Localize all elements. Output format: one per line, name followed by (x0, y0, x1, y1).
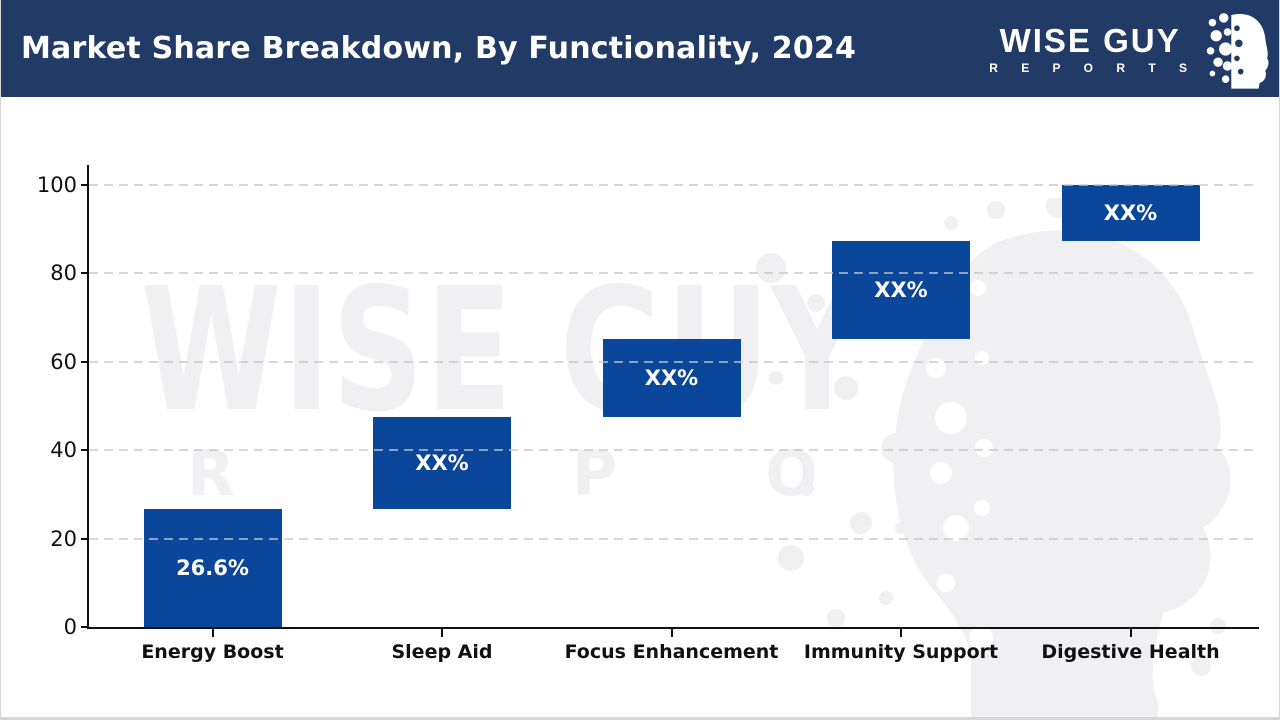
y-tick (81, 183, 89, 186)
bar-digestive-health: XX% (1061, 184, 1200, 242)
bar-value-label: XX% (874, 278, 928, 303)
header: Market Share Breakdown, By Functionality… (1, 0, 1279, 97)
x-axis-spine (87, 627, 1259, 629)
brand-face-icon (1206, 13, 1269, 89)
bar-energy-boost: 26.6% (143, 509, 282, 627)
watermark-wordmark: WISE GUY (141, 252, 865, 450)
y-tick-label: 60 (50, 349, 77, 374)
brand-logo: WISE GUY R E P O R T S (983, 8, 1269, 90)
bar-immunity-support: XX% (832, 241, 970, 339)
y-tick-label: 0 (63, 615, 77, 639)
y-tick (81, 449, 89, 451)
x-tick (211, 629, 214, 637)
chart-title: Market Share Breakdown, By Functionality… (21, 31, 857, 66)
bar-value-label: 26.6% (176, 556, 249, 581)
x-tick (441, 629, 443, 637)
gridline-y-60 (89, 360, 1259, 363)
x-axis-label-digestive-health: Digestive Health (1041, 641, 1220, 663)
brand-subtext: R E P O R T S (989, 60, 1197, 75)
y-tick-label: 100 (36, 172, 77, 197)
brand-text: WISE GUY R E P O R T S (983, 24, 1197, 75)
x-axis-label-immunity-support: Immunity Support (803, 641, 999, 663)
y-tick (81, 626, 89, 628)
x-axis-label-energy-boost: Energy Boost (141, 641, 284, 663)
y-tick (81, 537, 89, 540)
y-axis-spine (87, 165, 89, 629)
y-tick (81, 360, 89, 363)
x-tick (900, 629, 902, 637)
bar-value-label: XX% (415, 451, 469, 476)
gridline-y-80 (89, 272, 1259, 274)
gridline-y-40 (89, 449, 1259, 451)
x-axis-label-sleep-aid: Sleep Aid (391, 641, 493, 663)
brand-wordmark: WISE GUY (999, 21, 1181, 59)
x-tick (1129, 629, 1132, 637)
bar-focus-enhancement: XX% (602, 338, 741, 417)
y-tick (81, 272, 89, 274)
gridline-y-20 (89, 537, 1259, 540)
bar-value-label: XX% (644, 365, 699, 390)
y-tick-label: 80 (50, 261, 77, 285)
bar-value-label: XX% (1103, 200, 1158, 225)
y-tick-label: 40 (50, 438, 77, 462)
x-axis-label-focus-enhancement: Focus Enhancement (564, 641, 779, 663)
gridline-y-100 (89, 183, 1259, 186)
y-tick-label: 20 (50, 526, 77, 551)
bar-sleep-aid: XX% (373, 416, 511, 510)
x-tick (670, 629, 673, 637)
